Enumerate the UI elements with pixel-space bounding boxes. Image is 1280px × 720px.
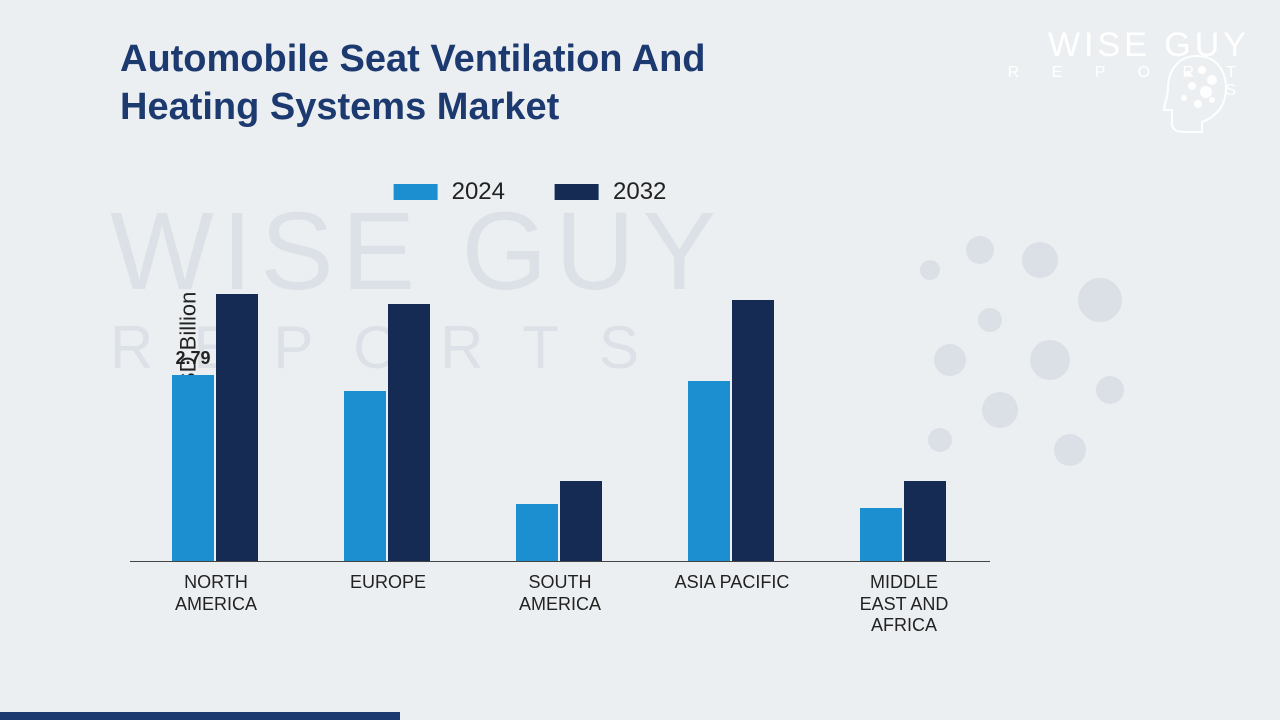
x-axis-category-label: SOUTH AMERICA: [500, 572, 620, 615]
legend-swatch: [555, 184, 599, 200]
x-axis-category-label: EUROPE: [328, 572, 448, 594]
bar-chart: Market Size in USD Billion 20242032 2.79…: [70, 170, 990, 670]
bar: [388, 304, 430, 561]
brand-logo: WISE GUY R E P O R T S: [990, 28, 1250, 100]
infographic-canvas: WISE GUY R E P O R T S Automobile Seat V…: [0, 0, 1280, 720]
x-axis-category-label: ASIA PACIFIC: [672, 572, 792, 594]
bar-value-label: 2.79: [163, 348, 223, 369]
chart-legend: 2024 2032: [394, 178, 667, 206]
chart-title: Automobile Seat Ventilation And Heating …: [120, 36, 820, 131]
bar: [560, 481, 602, 561]
legend-label: 2032: [613, 178, 666, 206]
bar: [216, 294, 258, 561]
bar: [688, 381, 730, 561]
plot-area: 2.79: [130, 228, 990, 562]
legend-swatch: [394, 184, 438, 200]
bar: [516, 504, 558, 561]
bar: [904, 481, 946, 561]
x-axis-category-label: MIDDLE EAST AND AFRICA: [844, 572, 964, 637]
bar: [172, 375, 214, 561]
legend-label: 2024: [452, 178, 505, 206]
x-axis-labels: NORTH AMERICA EUROPE SOUTH AMERICA ASIA PAC…: [130, 566, 990, 670]
bar: [732, 300, 774, 561]
legend-item: 2024: [394, 178, 505, 206]
bottom-accent-bar: [0, 712, 400, 720]
x-axis-category-label: NORTH AMERICA: [156, 572, 276, 615]
bar: [860, 508, 902, 561]
brand-head-icon: [1162, 54, 1232, 134]
bar: [344, 391, 386, 561]
legend-item: 2032: [555, 178, 666, 206]
